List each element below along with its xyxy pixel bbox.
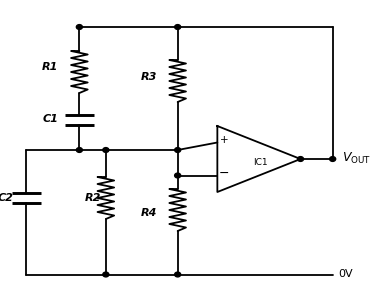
Text: R4: R4: [141, 208, 157, 218]
Text: +: +: [220, 135, 228, 145]
Text: −: −: [219, 167, 229, 180]
Text: IC1: IC1: [254, 158, 268, 167]
Text: 0V: 0V: [338, 268, 353, 279]
Circle shape: [175, 25, 181, 29]
Circle shape: [103, 272, 109, 277]
Circle shape: [175, 148, 181, 152]
Text: R1: R1: [42, 62, 59, 73]
Circle shape: [103, 148, 109, 152]
Text: R2: R2: [85, 193, 101, 203]
Circle shape: [175, 173, 181, 178]
Text: C2: C2: [0, 193, 13, 203]
Text: C1: C1: [43, 113, 59, 124]
Text: R3: R3: [141, 71, 157, 82]
Circle shape: [330, 157, 336, 161]
Circle shape: [76, 25, 82, 29]
Text: $\mathit{V}_{\mathrm{OUT}}$: $\mathit{V}_{\mathrm{OUT}}$: [342, 151, 371, 166]
Circle shape: [297, 157, 304, 161]
Circle shape: [175, 272, 181, 277]
Circle shape: [76, 148, 82, 152]
